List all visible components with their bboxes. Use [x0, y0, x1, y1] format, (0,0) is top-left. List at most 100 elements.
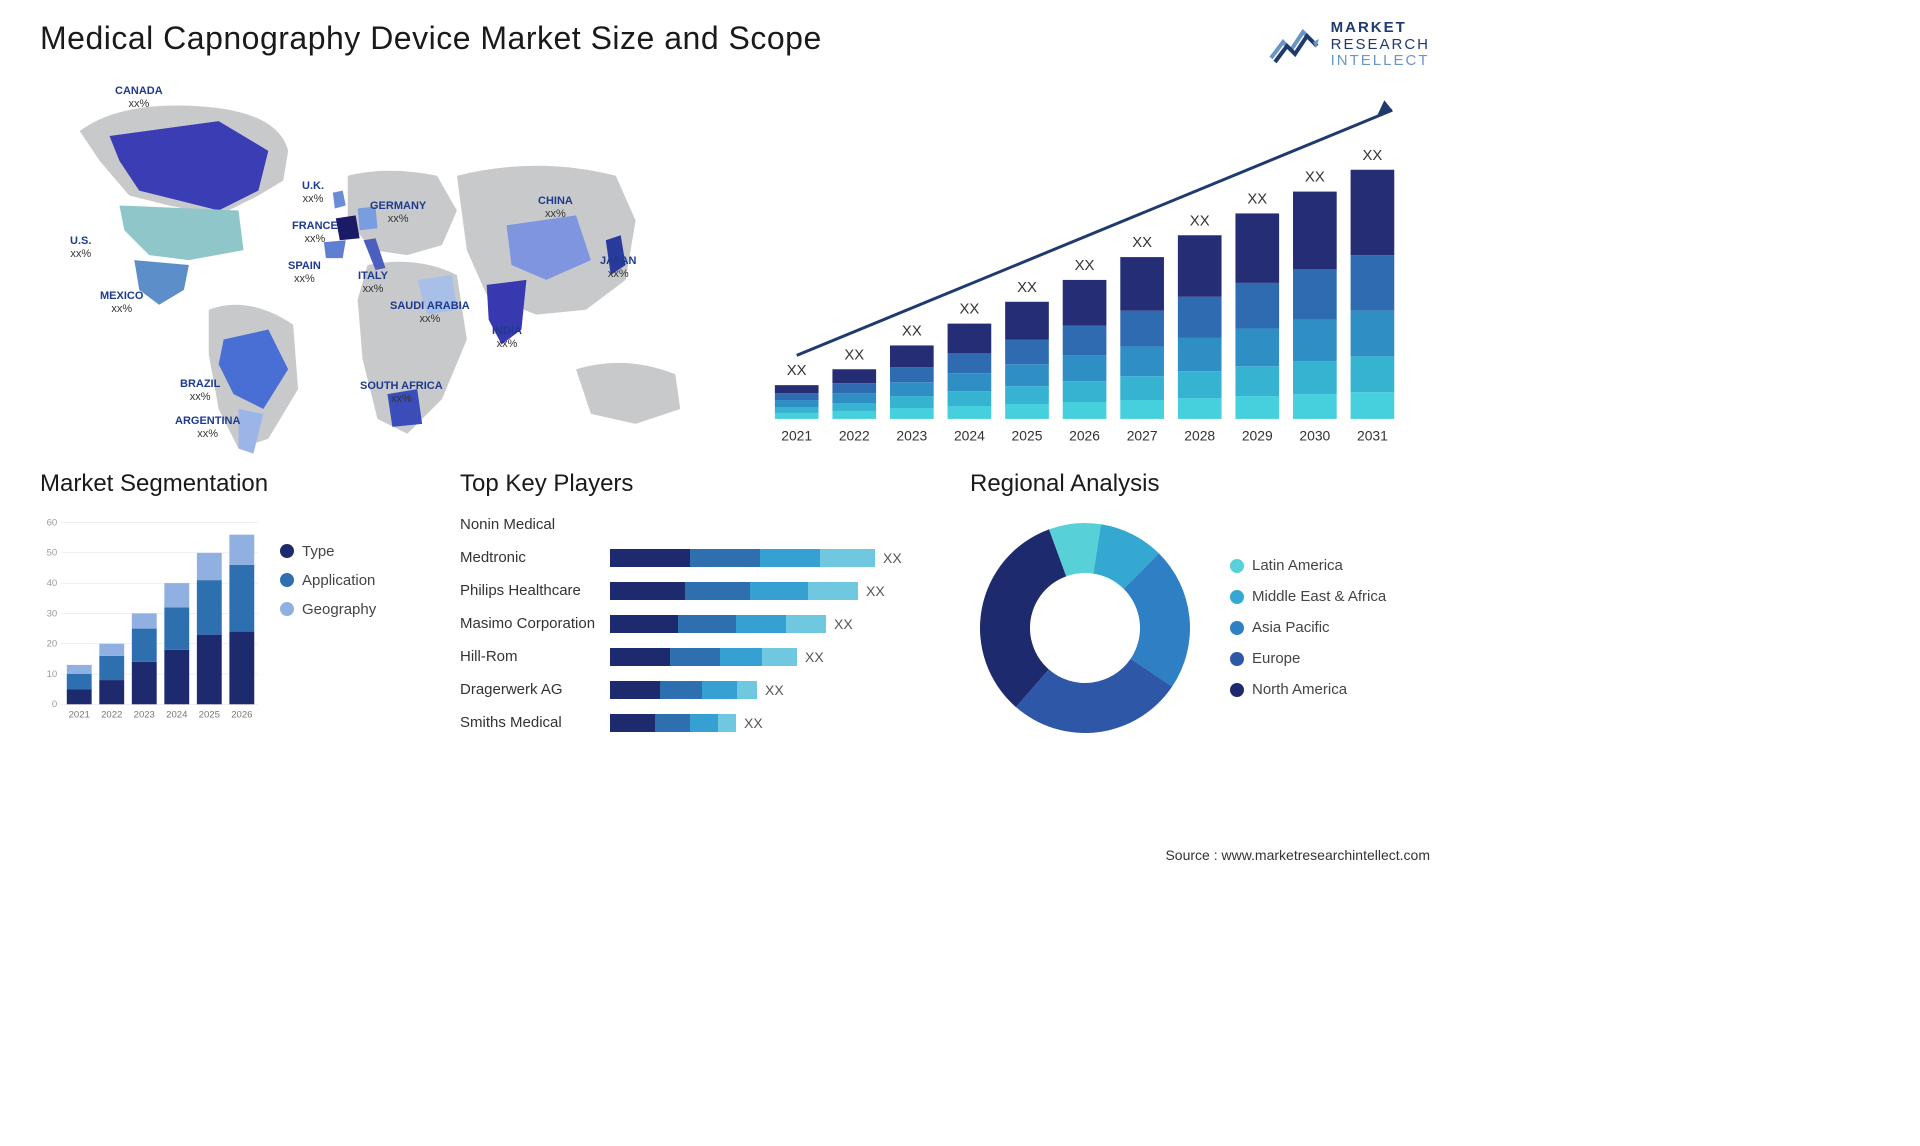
map-label: ITALYxx%: [358, 270, 388, 296]
legend-item: Geography: [280, 601, 376, 618]
svg-text:2021: 2021: [69, 709, 90, 720]
logo-mark-icon: [1269, 22, 1321, 68]
forecast-chart: XX 2021 XX 2022 XX 2023 XX 2024 XX 2025 XX 2026 XX 20…: [755, 80, 1430, 460]
svg-text:30: 30: [47, 608, 58, 619]
svg-text:2027: 2027: [1127, 427, 1158, 443]
player-name: Nonin Medical: [460, 516, 610, 533]
map-label: CANADAxx%: [115, 85, 163, 111]
player-name: Philips Healthcare: [460, 582, 610, 599]
svg-text:2023: 2023: [134, 709, 155, 720]
svg-text:50: 50: [47, 547, 58, 558]
svg-text:2022: 2022: [101, 709, 122, 720]
svg-text:60: 60: [47, 517, 58, 528]
player-name: Hill-Rom: [460, 648, 610, 665]
segmentation-legend: Type Application Geography: [280, 513, 376, 723]
country-france: [336, 215, 360, 240]
legend-item: Type: [280, 543, 376, 560]
legend-item: North America: [1230, 681, 1386, 698]
player-value: XX: [765, 682, 784, 698]
svg-text:XX: XX: [1247, 191, 1267, 207]
map-label: JAPANxx%: [600, 255, 636, 281]
map-label: FRANCExx%: [292, 220, 338, 246]
map-label: ARGENTINAxx%: [175, 415, 240, 441]
legend-item: Application: [280, 572, 376, 589]
player-value: XX: [744, 715, 763, 731]
player-name: Medtronic: [460, 549, 610, 566]
map-label: SPAINxx%: [288, 260, 321, 286]
player-value: XX: [866, 583, 885, 599]
regional-panel: Regional Analysis Latin America Middle Ea…: [970, 470, 1430, 743]
logo-text-2: RESEARCH: [1331, 37, 1430, 54]
svg-text:2030: 2030: [1299, 427, 1330, 443]
svg-text:2031: 2031: [1357, 427, 1388, 443]
svg-text:XX: XX: [1075, 258, 1095, 274]
brand-logo: MARKET RESEARCH INTELLECT: [1269, 20, 1430, 70]
player-value: XX: [883, 550, 902, 566]
player-value: XX: [834, 616, 853, 632]
svg-text:XX: XX: [844, 347, 864, 363]
svg-text:2021: 2021: [781, 427, 812, 443]
segmentation-chart: 0102030405060202120222023202420252026: [40, 513, 260, 723]
country-uk: [333, 190, 346, 208]
svg-text:2028: 2028: [1184, 427, 1215, 443]
svg-text:2025: 2025: [1012, 427, 1043, 443]
svg-text:2029: 2029: [1242, 427, 1273, 443]
svg-text:XX: XX: [787, 363, 807, 379]
map-label: U.S.xx%: [70, 235, 91, 261]
player-row: Hill-Rom XX: [460, 645, 940, 669]
players-panel: Top Key Players Nonin Medical Medtronic XX…: [460, 470, 940, 743]
map-label: GERMANYxx%: [370, 200, 426, 226]
svg-text:XX: XX: [902, 323, 922, 339]
segmentation-panel: Market Segmentation 01020304050602021202…: [40, 470, 430, 743]
regional-donut: [970, 513, 1200, 743]
map-label: CHINAxx%: [538, 195, 573, 221]
player-row: Smiths Medical XX: [460, 711, 940, 735]
legend-item: Latin America: [1230, 557, 1386, 574]
svg-text:XX: XX: [1363, 147, 1383, 163]
player-value: XX: [805, 649, 824, 665]
svg-text:XX: XX: [1305, 169, 1325, 185]
player-row: Masimo Corporation XX: [460, 612, 940, 636]
svg-text:XX: XX: [1190, 213, 1210, 229]
page-title: Medical Capnography Device Market Size a…: [40, 20, 822, 57]
svg-text:0: 0: [52, 699, 57, 710]
player-row: Nonin Medical: [460, 513, 940, 537]
svg-text:2024: 2024: [166, 709, 188, 720]
regional-title: Regional Analysis: [970, 470, 1430, 498]
svg-text:2026: 2026: [231, 709, 252, 720]
svg-text:2025: 2025: [199, 709, 220, 720]
logo-text-3: INTELLECT: [1331, 53, 1430, 70]
svg-text:XX: XX: [959, 301, 979, 317]
player-row: Philips Healthcare XX: [460, 579, 940, 603]
map-label: SOUTH AFRICAxx%: [360, 380, 443, 406]
legend-item: Middle East & Africa: [1230, 588, 1386, 605]
player-name: Dragerwerk AG: [460, 681, 610, 698]
world-map: CANADAxx% U.S.xx% MEXICOxx% BRAZILxx% ARGENT…: [40, 80, 715, 460]
segmentation-title: Market Segmentation: [40, 470, 430, 498]
regional-legend: Latin America Middle East & Africa Asia Pa…: [1230, 557, 1386, 698]
svg-text:20: 20: [47, 638, 58, 649]
players-list: Nonin MedicalMedtronicXXPhilips Healthca…: [460, 513, 940, 735]
svg-text:XX: XX: [1132, 235, 1152, 251]
map-label: INDIAxx%: [492, 325, 522, 351]
player-name: Smiths Medical: [460, 714, 610, 731]
map-label: MEXICOxx%: [100, 290, 143, 316]
players-title: Top Key Players: [460, 470, 940, 498]
svg-text:2026: 2026: [1069, 427, 1100, 443]
source-credit: Source : www.marketresearchintellect.com: [1165, 847, 1430, 863]
country-us: [119, 205, 243, 260]
map-label: BRAZILxx%: [180, 378, 220, 404]
svg-text:2024: 2024: [954, 427, 985, 443]
svg-text:2022: 2022: [839, 427, 870, 443]
svg-text:2023: 2023: [896, 427, 927, 443]
svg-text:XX: XX: [1017, 279, 1037, 295]
legend-item: Asia Pacific: [1230, 619, 1386, 636]
player-row: Medtronic XX: [460, 546, 940, 570]
map-label: SAUDI ARABIAxx%: [390, 300, 470, 326]
legend-item: Europe: [1230, 650, 1386, 667]
svg-text:10: 10: [47, 668, 58, 679]
map-label: U.K.xx%: [302, 180, 324, 206]
player-row: Dragerwerk AG XX: [460, 678, 940, 702]
logo-text-1: MARKET: [1331, 20, 1430, 37]
player-name: Masimo Corporation: [460, 615, 610, 632]
